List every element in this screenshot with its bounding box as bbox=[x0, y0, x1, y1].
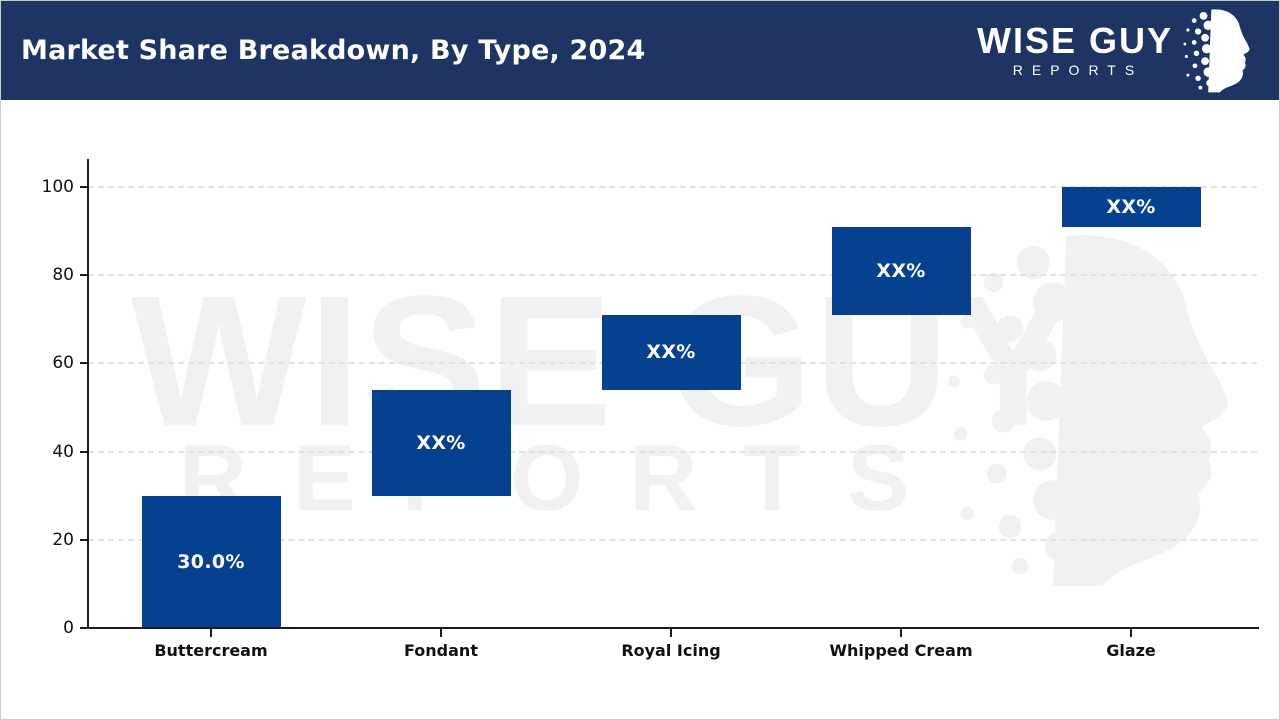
bar-royal-icing-label: XX% bbox=[646, 341, 696, 364]
y-tick-label-0-label: 0 bbox=[63, 618, 74, 638]
x-tick-label-3-label: Whipped Cream bbox=[829, 641, 973, 660]
bar-fondant: XX% bbox=[371, 389, 511, 496]
y-axis-line bbox=[87, 159, 89, 629]
gridline-80 bbox=[88, 274, 1257, 277]
y-tick-100 bbox=[80, 186, 88, 188]
y-tick-label-60: 60 bbox=[12, 355, 74, 372]
x-axis-line bbox=[87, 627, 1259, 629]
y-tick-label-80: 80 bbox=[12, 267, 74, 284]
x-tick-3 bbox=[900, 629, 902, 637]
y-tick-80 bbox=[80, 274, 88, 277]
y-tick-label-100: 100 bbox=[12, 179, 74, 196]
x-tick-label-1-label: Fondant bbox=[404, 641, 478, 660]
x-tick-4 bbox=[1130, 629, 1132, 637]
y-tick-label-20-label: 20 bbox=[52, 529, 74, 550]
y-tick-label-0: 0 bbox=[12, 620, 74, 637]
brand-name: WISE GUY bbox=[976, 20, 1173, 61]
x-tick-2 bbox=[670, 629, 672, 637]
brand-logo-text: WISE GUY REPORTS bbox=[976, 20, 1173, 79]
y-tick-40 bbox=[80, 450, 88, 453]
brand-subtitle: REPORTS bbox=[1012, 62, 1144, 78]
bar-fondant-label: XX% bbox=[416, 431, 466, 454]
x-tick-label-2: Royal Icing bbox=[561, 643, 781, 659]
page-title: Market Share Breakdown, By Type, 2024 bbox=[21, 35, 646, 66]
x-tick-label-1: Fondant bbox=[331, 643, 551, 659]
head-profile-logo-icon bbox=[1177, 5, 1255, 97]
y-tick-label-80-label: 80 bbox=[52, 265, 74, 286]
y-tick-0 bbox=[80, 627, 88, 629]
gridline-20 bbox=[88, 538, 1257, 541]
bar-glaze: XX% bbox=[1061, 187, 1201, 227]
y-tick-label-40: 40 bbox=[12, 441, 74, 462]
gridline-40 bbox=[88, 450, 1257, 453]
gridline-100 bbox=[88, 186, 1257, 188]
y-tick-label-100-label: 100 bbox=[41, 177, 74, 197]
bar-glaze-label: XX% bbox=[1106, 195, 1156, 218]
x-tick-1 bbox=[440, 629, 442, 637]
x-tick-label-4: Glaze bbox=[1021, 643, 1241, 659]
y-tick-20 bbox=[80, 538, 88, 541]
y-tick-60 bbox=[80, 362, 88, 365]
y-tick-label-20: 20 bbox=[12, 529, 74, 550]
x-tick-label-2-label: Royal Icing bbox=[621, 641, 721, 660]
bar-royal-icing: XX% bbox=[601, 314, 741, 390]
bar-buttercream: 30.0% bbox=[141, 495, 281, 628]
y-tick-label-40-label: 40 bbox=[52, 441, 74, 462]
bar-whipped-cream-label: XX% bbox=[876, 259, 926, 282]
bar-whipped-cream: XX% bbox=[831, 226, 971, 315]
header-bar: Market Share Breakdown, By Type, 2024 WI… bbox=[1, 1, 1279, 100]
watermark-head-icon bbox=[921, 186, 1251, 636]
x-tick-label-0: Buttercream bbox=[101, 643, 321, 659]
x-tick-label-0-label: Buttercream bbox=[154, 641, 268, 660]
brand-logo: WISE GUY REPORTS bbox=[977, 5, 1255, 97]
x-tick-0 bbox=[210, 629, 212, 637]
x-tick-label-4-label: Glaze bbox=[1106, 641, 1156, 660]
watermark-subtitle-text: REPORTS bbox=[179, 425, 956, 530]
x-tick-label-3: Whipped Cream bbox=[791, 643, 1011, 659]
bar-buttercream-label: 30.0% bbox=[177, 550, 245, 573]
y-tick-label-60-label: 60 bbox=[52, 353, 74, 374]
